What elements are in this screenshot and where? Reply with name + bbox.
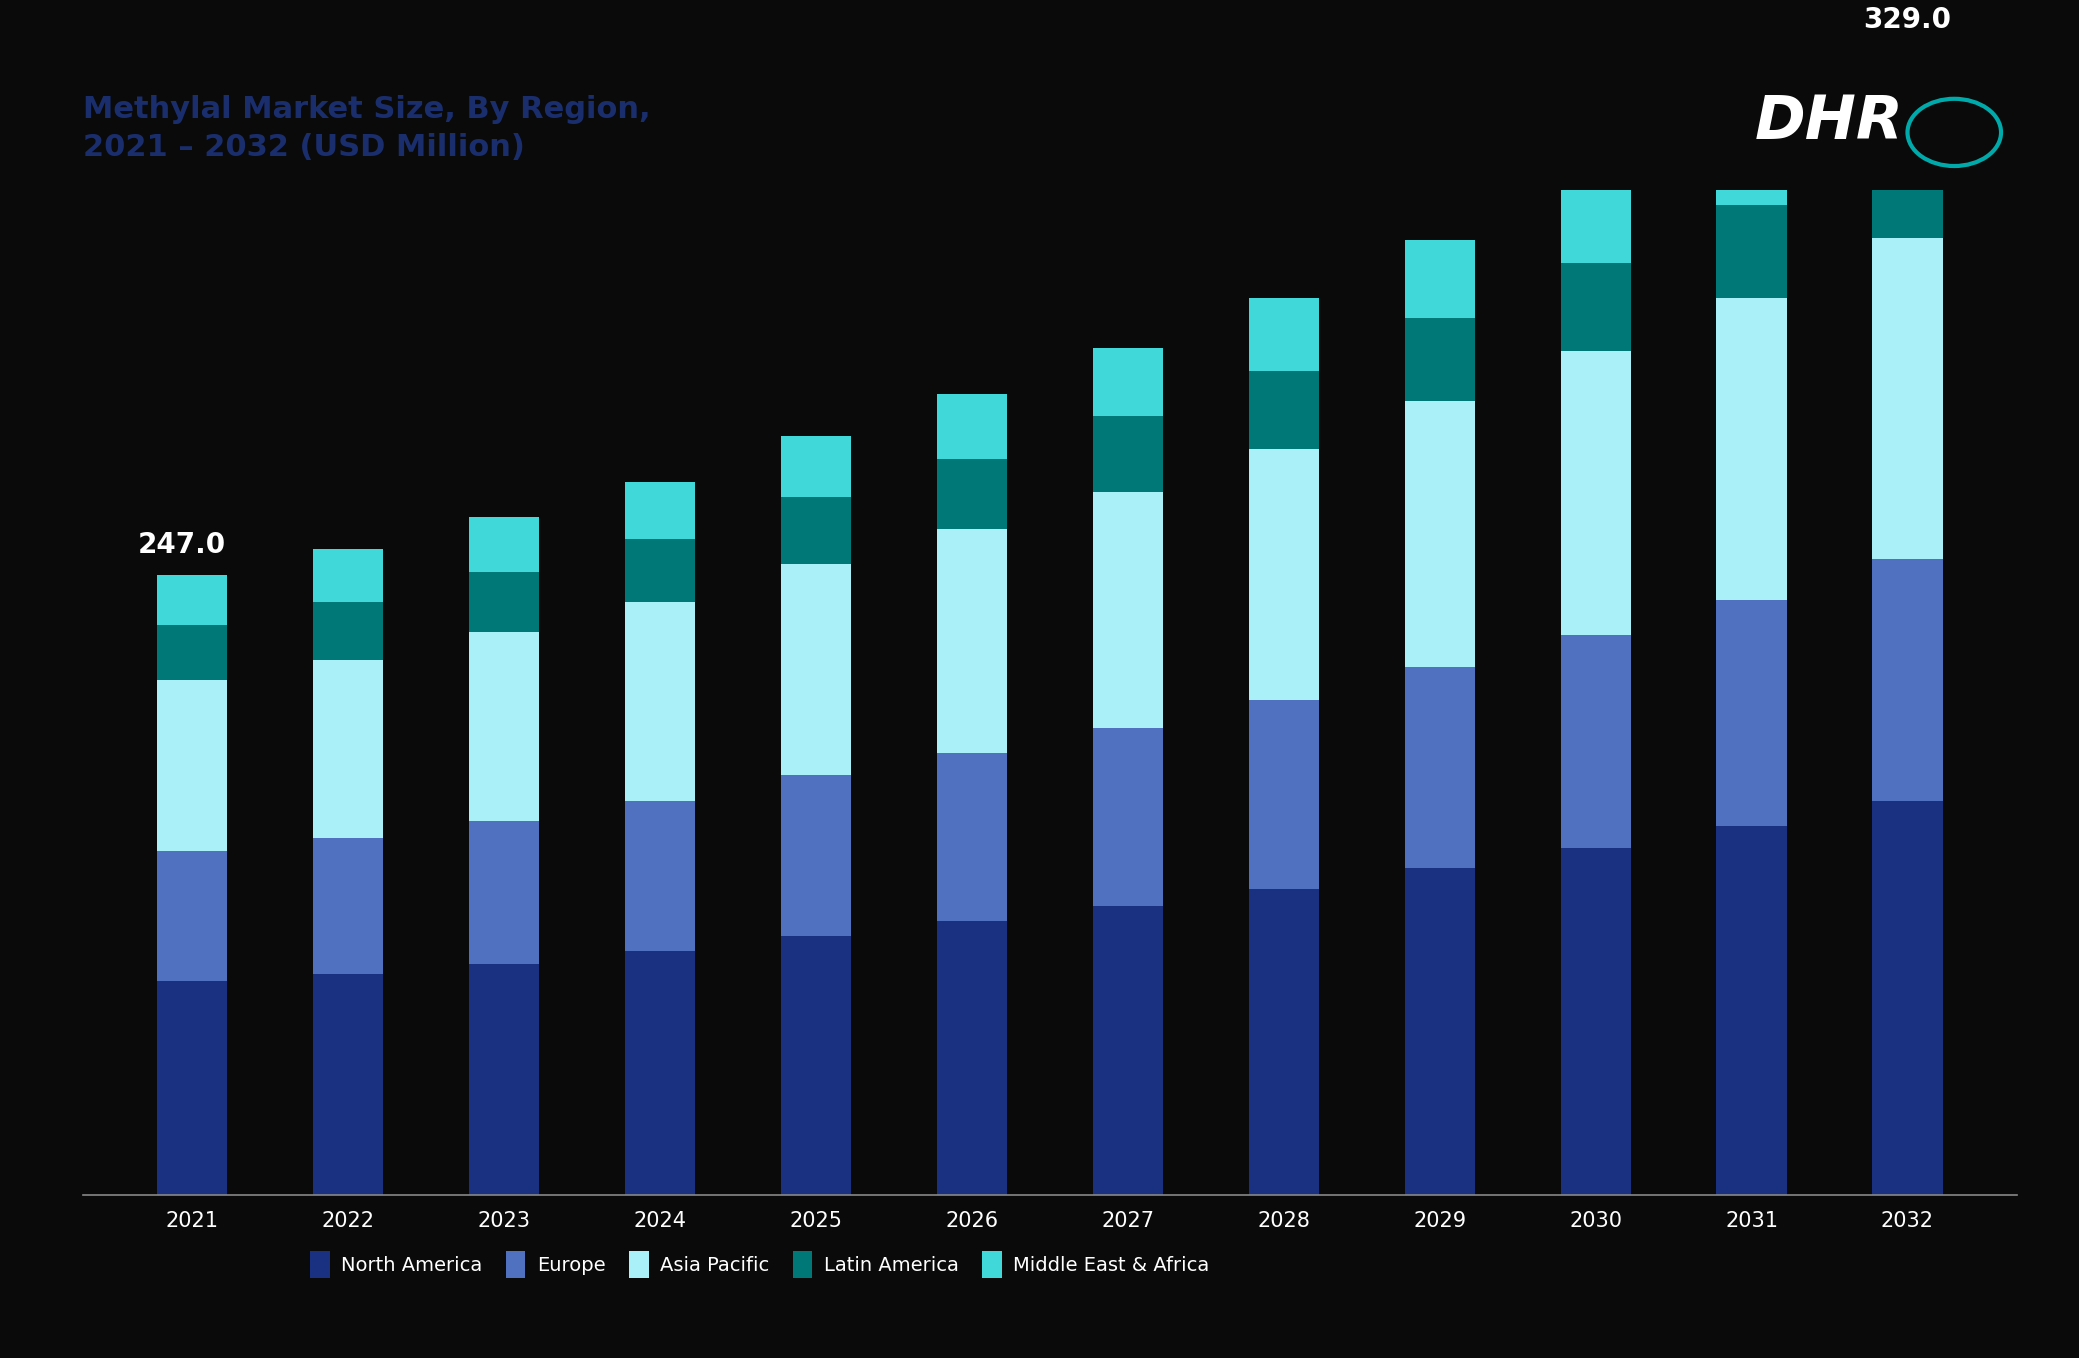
Bar xyxy=(470,633,538,820)
Bar xyxy=(470,572,538,633)
Bar xyxy=(1405,668,1474,869)
Bar xyxy=(1561,263,1630,350)
Bar xyxy=(1717,299,1786,600)
Bar xyxy=(1094,349,1162,417)
Bar xyxy=(470,820,538,964)
Bar xyxy=(314,838,383,974)
Bar xyxy=(470,517,538,572)
Bar xyxy=(1561,634,1630,849)
Bar xyxy=(782,497,850,565)
Bar xyxy=(782,936,850,1195)
Bar xyxy=(158,574,227,625)
Bar xyxy=(1094,416,1162,492)
Bar xyxy=(782,565,850,775)
Bar xyxy=(938,394,1006,459)
Bar xyxy=(1873,559,1942,801)
Bar xyxy=(314,550,383,602)
Bar xyxy=(1094,728,1162,906)
Bar xyxy=(1873,140,1942,238)
Bar xyxy=(314,602,383,660)
Bar xyxy=(1873,801,1942,1195)
Text: 329.0: 329.0 xyxy=(1863,7,1952,34)
Bar xyxy=(938,530,1006,752)
Bar xyxy=(314,660,383,838)
Bar xyxy=(782,775,850,936)
Bar xyxy=(938,459,1006,530)
Bar xyxy=(158,625,227,680)
Bar xyxy=(1249,449,1318,701)
Bar xyxy=(1249,299,1318,371)
Bar xyxy=(1717,120,1786,205)
Bar xyxy=(470,964,538,1195)
Text: Methylal Market Size, By Region,
2021 – 2032 (USD Million): Methylal Market Size, By Region, 2021 – … xyxy=(83,95,651,162)
Bar xyxy=(626,539,694,602)
Bar xyxy=(1249,371,1318,449)
Bar xyxy=(158,851,227,982)
Bar xyxy=(1405,240,1474,318)
Bar xyxy=(626,482,694,539)
Bar xyxy=(1873,238,1942,559)
Bar xyxy=(626,801,694,952)
Bar xyxy=(1405,318,1474,401)
Legend: North America, Europe, Asia Pacific, Latin America, Middle East & Africa: North America, Europe, Asia Pacific, Lat… xyxy=(304,1243,1216,1286)
Bar xyxy=(1717,826,1786,1195)
Bar xyxy=(1717,600,1786,826)
Bar xyxy=(626,952,694,1195)
Bar xyxy=(626,602,694,801)
Bar xyxy=(1249,701,1318,888)
Bar xyxy=(1561,849,1630,1195)
Bar xyxy=(938,921,1006,1195)
Bar xyxy=(938,752,1006,921)
Bar xyxy=(1561,350,1630,634)
Bar xyxy=(1405,869,1474,1195)
Bar xyxy=(1249,888,1318,1195)
Text: 247.0: 247.0 xyxy=(137,531,227,559)
Text: DHR: DHR xyxy=(1755,92,1904,152)
Bar xyxy=(1094,492,1162,728)
Bar xyxy=(158,982,227,1195)
Bar xyxy=(1717,205,1786,299)
Bar xyxy=(314,974,383,1195)
Bar xyxy=(1561,182,1630,263)
Bar xyxy=(1094,906,1162,1195)
Bar xyxy=(782,436,850,497)
Bar xyxy=(1405,401,1474,668)
Bar xyxy=(1873,49,1942,140)
Bar xyxy=(158,680,227,851)
